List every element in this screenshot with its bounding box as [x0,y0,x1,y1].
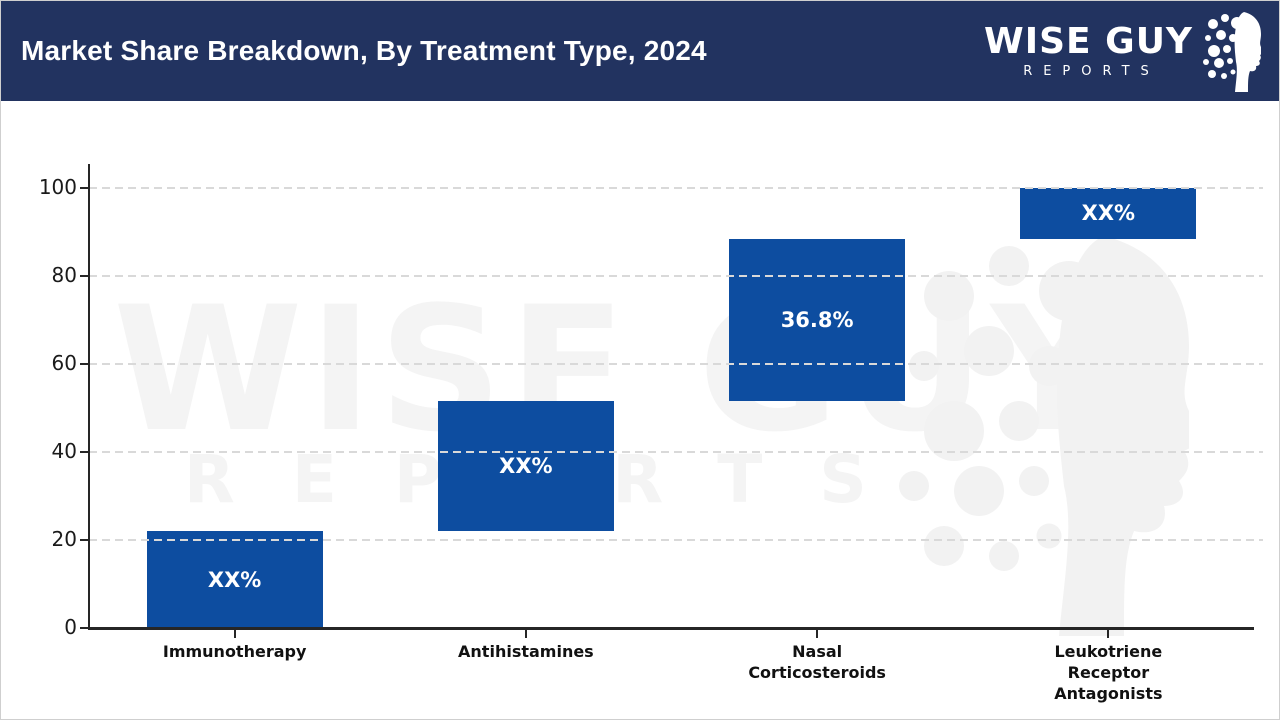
gridline [89,538,1263,541]
y-tick [80,538,89,541]
y-tick [80,627,89,629]
y-tick-label: 60 [51,350,77,375]
bar: XX% [1020,187,1197,239]
x-category-label: Antihistamines [458,642,594,661]
y-tick-label: 40 [51,438,77,463]
x-tick [524,630,527,638]
logo-face-icon [1203,12,1261,92]
x-category-label: Leukotriene Receptor Antagonists [1054,642,1163,703]
bar: XX% [146,531,323,628]
y-tick-label: 80 [51,262,77,287]
x-tick [233,630,236,638]
logo-subtext: REPORTS [1023,63,1160,79]
x-tick [1107,630,1110,638]
bar-value-label: 36.8% [780,307,854,332]
x-axis-line [88,627,1254,630]
y-tick-label: 100 [38,174,77,199]
x-category-label: Nasal Corticosteroids [748,642,886,682]
header: Market Share Breakdown, By Treatment Typ… [1,1,1279,101]
y-tick [80,186,89,189]
logo-word: WISE GUY [983,20,1193,62]
y-tick [80,450,89,453]
gridline [89,186,1263,189]
bar-value-label: XX% [1081,201,1136,226]
gridline [89,274,1263,277]
x-category-label: Immunotherapy [162,642,307,661]
gridline [89,362,1263,365]
bar-value-label: XX% [207,567,262,592]
logo-wordmark: WISE GUY REPORTS [983,20,1193,79]
bar: 36.8% [729,238,906,401]
gridline [89,450,1263,453]
y-tick-label: 0 [64,615,77,639]
brand-logo: WISE GUY REPORTS [984,8,1261,94]
page-title: Market Share Breakdown, By Treatment Typ… [21,35,707,66]
x-tick [816,630,819,638]
y-tick [80,362,89,365]
bar-value-label: XX% [499,453,553,478]
bar: XX% [437,400,614,532]
y-tick [80,274,89,277]
y-axis-line [88,164,90,630]
y-tick-label: 20 [51,526,77,551]
